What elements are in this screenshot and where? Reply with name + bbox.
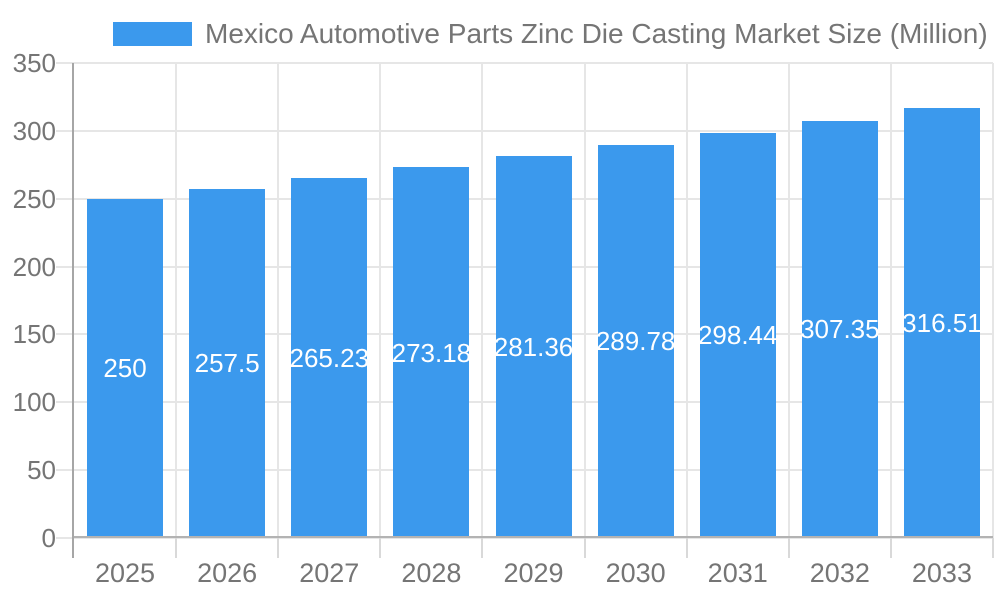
x-axis-tick-mark bbox=[992, 538, 994, 558]
x-axis-tick-label: 2029 bbox=[503, 558, 564, 588]
bar-2026[interactable] bbox=[189, 188, 266, 538]
bar-2033[interactable] bbox=[903, 108, 980, 538]
bar-value-label: 281.36 bbox=[493, 332, 574, 363]
x-axis-tick-label: 2030 bbox=[605, 558, 666, 588]
legend-swatch-icon bbox=[113, 22, 192, 46]
x-boundary-gridline bbox=[583, 63, 586, 538]
x-axis-tick-mark bbox=[277, 538, 280, 558]
x-axis-tick-mark bbox=[379, 538, 382, 558]
bar-2029[interactable] bbox=[495, 156, 572, 538]
x-axis-tick-mark bbox=[787, 538, 790, 558]
bar-value-label: 307.35 bbox=[800, 314, 880, 345]
x-boundary-gridline bbox=[992, 63, 994, 538]
legend: Mexico Automotive Parts Zinc Die Casting… bbox=[113, 19, 988, 49]
bar-2025[interactable] bbox=[87, 198, 164, 538]
bar-value-label: 316.51 bbox=[902, 308, 982, 339]
x-boundary-gridline bbox=[685, 63, 688, 538]
y-gridline bbox=[56, 129, 993, 132]
y-axis-tick-label: 50 bbox=[27, 455, 56, 486]
bar-2032[interactable] bbox=[801, 120, 878, 538]
x-boundary-gridline bbox=[277, 63, 280, 538]
x-axis-tick-label: 2033 bbox=[911, 558, 972, 588]
x-axis-line bbox=[72, 536, 993, 538]
y-gridline bbox=[56, 62, 993, 64]
x-axis-tick-mark bbox=[889, 538, 892, 558]
plot-area: 0 50 100 150 200 250 300 350 250 2025 257.5 2026 265… bbox=[13, 50, 994, 587]
x-axis-tick-label: 2028 bbox=[401, 558, 462, 588]
x-axis-tick-mark bbox=[583, 538, 586, 558]
x-boundary-gridline bbox=[889, 63, 892, 538]
x-axis-tick-label: 2031 bbox=[707, 558, 768, 588]
bar-value-label: 250 bbox=[103, 353, 147, 384]
x-boundary-gridline bbox=[481, 63, 484, 538]
x-axis-tick-label: 2025 bbox=[95, 558, 156, 588]
x-axis-tick-mark bbox=[175, 538, 178, 558]
y-gridline bbox=[56, 537, 993, 539]
bar-2028[interactable] bbox=[393, 167, 470, 538]
x-axis-tick-mark bbox=[685, 538, 688, 558]
x-boundary-gridline bbox=[379, 63, 382, 538]
y-axis-tick-label: 100 bbox=[12, 387, 56, 418]
bar-2027[interactable] bbox=[291, 178, 368, 538]
y-axis-tick-label: 150 bbox=[12, 319, 56, 350]
y-axis-tick-label: 250 bbox=[12, 183, 56, 214]
x-axis-tick-mark bbox=[481, 538, 484, 558]
x-axis-tick-label: 2026 bbox=[197, 558, 258, 588]
bar-value-label: 289.78 bbox=[595, 326, 676, 357]
bar-value-label: 257.5 bbox=[194, 348, 260, 379]
x-axis-tick-label: 2027 bbox=[299, 558, 360, 588]
bar-value-label: 273.18 bbox=[391, 337, 472, 368]
x-boundary-gridline bbox=[787, 63, 790, 538]
x-axis-tick-label: 2032 bbox=[809, 558, 870, 588]
bar-2030[interactable] bbox=[597, 144, 674, 538]
y-axis-line bbox=[72, 63, 74, 558]
y-axis-tick-label: 200 bbox=[12, 251, 56, 282]
y-axis-tick-label: 350 bbox=[12, 48, 56, 78]
y-axis-tick-label: 0 bbox=[41, 523, 56, 553]
legend-label: Mexico Automotive Parts Zinc Die Casting… bbox=[205, 18, 988, 49]
bar-2031[interactable] bbox=[699, 132, 776, 538]
x-boundary-gridline bbox=[175, 63, 178, 538]
y-axis-tick-label: 300 bbox=[12, 115, 56, 146]
bar-value-label: 265.23 bbox=[289, 343, 370, 374]
bar-value-label: 298.44 bbox=[697, 320, 778, 351]
